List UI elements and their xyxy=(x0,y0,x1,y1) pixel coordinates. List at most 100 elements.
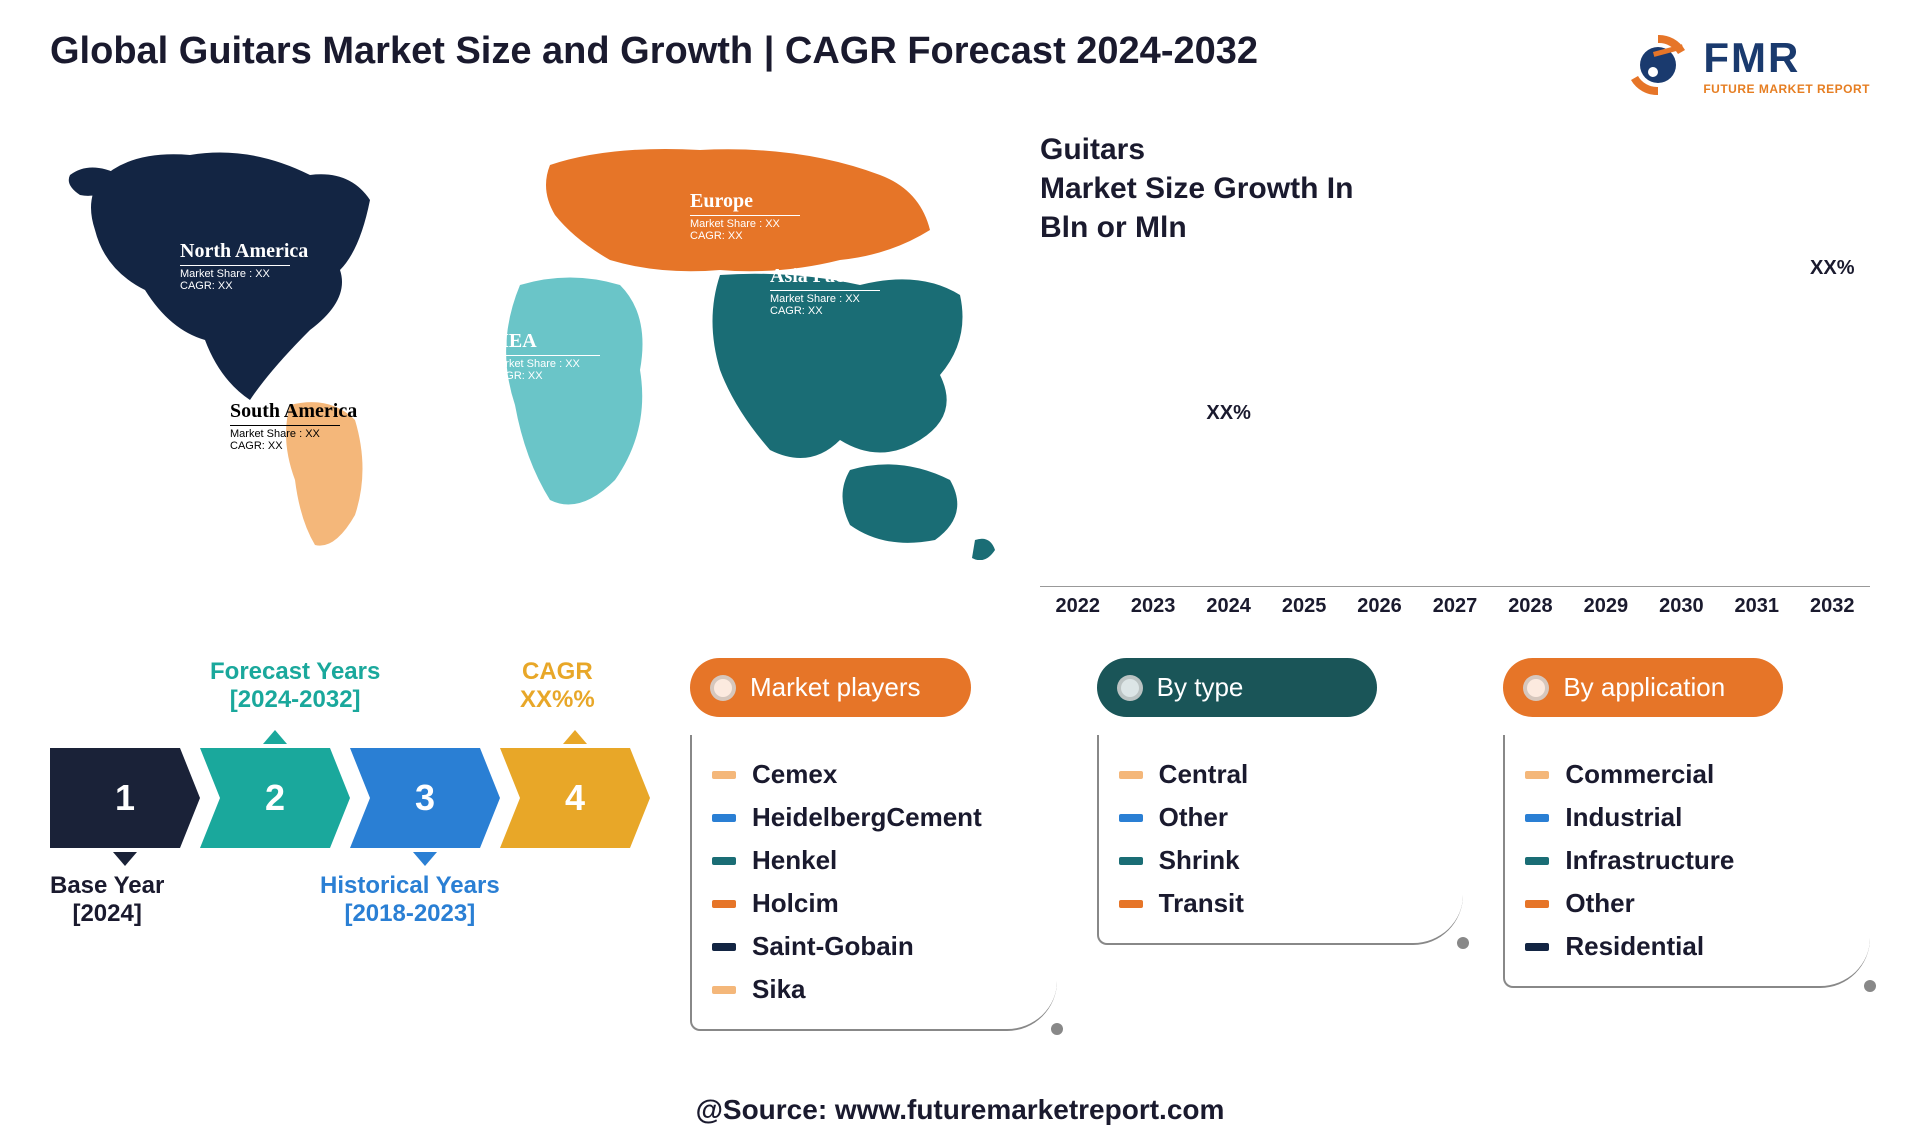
list-item-label: Central xyxy=(1159,759,1249,790)
list-item-label: Infrastructure xyxy=(1565,845,1734,876)
hist-label: Historical Years xyxy=(320,872,500,899)
list-item-label: Sika xyxy=(752,974,806,1005)
bullet-icon xyxy=(712,986,736,994)
bullet-icon xyxy=(712,943,736,951)
cagr-tag: CAGR XX%% xyxy=(520,658,595,714)
forecast-range: [2024-2032] xyxy=(230,686,361,713)
timeline-arrow-icon xyxy=(413,852,437,866)
header: Global Guitars Market Size and Growth | … xyxy=(50,30,1870,100)
category-pill: By application xyxy=(1503,658,1783,717)
world-map: North AmericaMarket Share : XXCAGR: XX So… xyxy=(50,120,1010,560)
category-pill: Market players xyxy=(690,658,971,717)
logo-text: FMR FUTURE MARKET REPORT xyxy=(1703,34,1870,96)
historical-years-tag: Historical Years [2018-2023] xyxy=(320,872,500,928)
list-item-label: Shrink xyxy=(1159,845,1240,876)
list-item: Transit xyxy=(1119,882,1434,925)
list-item: Other xyxy=(1119,796,1434,839)
list-item-label: HeidelbergCement xyxy=(752,802,982,833)
xaxis-year: 2025 xyxy=(1272,595,1335,618)
bullet-icon xyxy=(1119,771,1143,779)
bullet-icon xyxy=(712,771,736,779)
logo-fmr-text: FMR xyxy=(1703,34,1870,82)
base-range: [2024] xyxy=(72,900,141,927)
xaxis-year: 2031 xyxy=(1725,595,1788,618)
xaxis-year: 2022 xyxy=(1046,595,1109,618)
cagr-label: CAGR xyxy=(522,658,593,685)
list-item-label: Commercial xyxy=(1565,759,1714,790)
timeline-arrow-icon xyxy=(563,730,587,744)
timeline-segments: 1234 xyxy=(50,748,650,848)
list-item: Industrial xyxy=(1525,796,1840,839)
xaxis-year: 2032 xyxy=(1801,595,1864,618)
xaxis-year: 2028 xyxy=(1499,595,1562,618)
xaxis-year: 2027 xyxy=(1423,595,1486,618)
region-label: Asia PacificMarket Share : XXCAGR: XX xyxy=(770,265,880,317)
list-item: Henkel xyxy=(712,839,1027,882)
bullet-icon xyxy=(1525,814,1549,822)
base-year-tag: Base Year [2024] xyxy=(50,872,164,928)
category-pill: By type xyxy=(1097,658,1377,717)
list-frame: Commercial Industrial Infrastructure Other R… xyxy=(1503,735,1870,988)
bottom-row: Forecast Years [2024-2032] CAGR XX%% 123… xyxy=(50,658,1870,1031)
xaxis-year: 2023 xyxy=(1121,595,1184,618)
bar-annotation: XX% xyxy=(1810,257,1854,280)
chart-title: Guitars Market Size Growth In Bln or Mln xyxy=(1040,130,1870,247)
source-text: @Source: www.futuremarketreport.com xyxy=(696,1094,1225,1126)
page-title: Global Guitars Market Size and Growth | … xyxy=(50,30,1258,73)
list-item: HeidelbergCement xyxy=(712,796,1027,839)
list-item-label: Cemex xyxy=(752,759,837,790)
timeline-arrow-icon xyxy=(113,852,137,866)
forecast-label: Forecast Years xyxy=(210,658,380,685)
bullet-icon xyxy=(1525,771,1549,779)
timeline-arrows: 1234 xyxy=(50,748,650,848)
cagr-value: XX%% xyxy=(520,686,595,713)
by-type-column: By type Central Other Shrink Transit xyxy=(1097,658,1464,945)
list-item: Central xyxy=(1119,753,1434,796)
chart-title-l1: Guitars xyxy=(1040,133,1145,166)
chart-bars: XX%XX% xyxy=(1040,277,1870,587)
fmr-logo-icon xyxy=(1623,30,1693,100)
bullet-icon xyxy=(1525,943,1549,951)
list-item-label: Henkel xyxy=(752,845,837,876)
xaxis-year: 2024 xyxy=(1197,595,1260,618)
logo: FMR FUTURE MARKET REPORT xyxy=(1623,30,1870,100)
region-label: South AmericaMarket Share : XXCAGR: XX xyxy=(230,400,357,452)
chart-title-l3: Bln or Mln xyxy=(1040,211,1187,244)
xaxis-year: 2030 xyxy=(1650,595,1713,618)
list-item-label: Industrial xyxy=(1565,802,1682,833)
bullet-icon xyxy=(1119,900,1143,908)
chart-title-l2: Market Size Growth In xyxy=(1040,172,1353,205)
list-item: Saint-Gobain xyxy=(712,925,1027,968)
bullet-icon xyxy=(1525,857,1549,865)
list-item: Other xyxy=(1525,882,1840,925)
hist-range: [2018-2023] xyxy=(344,900,475,927)
list-item: Shrink xyxy=(1119,839,1434,882)
list-item: Residential xyxy=(1525,925,1840,968)
bullet-icon xyxy=(1525,900,1549,908)
region-label: EuropeMarket Share : XXCAGR: XX xyxy=(690,190,800,242)
base-label: Base Year xyxy=(50,872,164,899)
region-label: North AmericaMarket Share : XXCAGR: XX xyxy=(180,240,308,292)
list-item: Holcim xyxy=(712,882,1027,925)
top-row: North AmericaMarket Share : XXCAGR: XX So… xyxy=(50,120,1870,618)
bullet-icon xyxy=(712,900,736,908)
timeline-segment: 3 xyxy=(350,748,500,848)
bullet-icon xyxy=(1119,814,1143,822)
list-item-label: Holcim xyxy=(752,888,839,919)
xaxis-year: 2029 xyxy=(1574,595,1637,618)
timeline-segment: 4 xyxy=(500,748,650,848)
list-item-label: Saint-Gobain xyxy=(752,931,914,962)
list-item-label: Other xyxy=(1565,888,1634,919)
market-players-column: Market players Cemex HeidelbergCement Henke… xyxy=(690,658,1057,1031)
list-frame: Cemex HeidelbergCement Henkel Holcim Saint-G… xyxy=(690,735,1057,1031)
bullet-icon xyxy=(712,814,736,822)
timeline-segment: 1 xyxy=(50,748,200,848)
list-item-label: Residential xyxy=(1565,931,1704,962)
list-item: Infrastructure xyxy=(1525,839,1840,882)
by-application-column: By application Commercial Industrial Infras… xyxy=(1503,658,1870,988)
list-item: Sika xyxy=(712,968,1027,1011)
logo-subtitle: FUTURE MARKET REPORT xyxy=(1703,82,1870,96)
chart-xaxis: 2022 2023 2024 2025 2026 2027 2028 2029 2030 2031… xyxy=(1040,587,1870,618)
bar-chart: Guitars Market Size Growth In Bln or Mln… xyxy=(1040,120,1870,618)
xaxis-year: 2026 xyxy=(1348,595,1411,618)
